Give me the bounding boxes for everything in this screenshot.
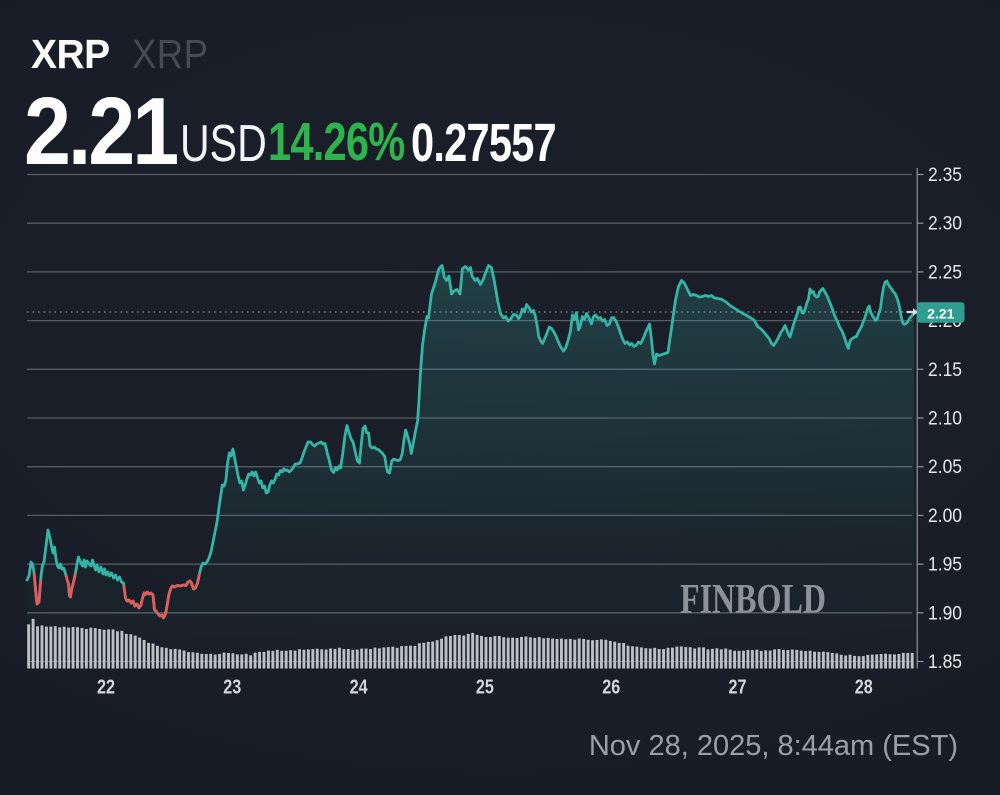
svg-text:1.85: 1.85: [928, 652, 962, 673]
svg-text:25: 25: [476, 677, 494, 699]
svg-text:26: 26: [602, 677, 620, 699]
svg-text:2.05: 2.05: [928, 457, 962, 478]
svg-text:2.35: 2.35: [928, 165, 962, 186]
svg-text:2.25: 2.25: [928, 262, 962, 283]
svg-text:27: 27: [729, 677, 747, 699]
svg-text:1.95: 1.95: [928, 555, 962, 576]
svg-text:2.10: 2.10: [928, 409, 962, 430]
svg-text:23: 23: [223, 677, 241, 699]
svg-text:2.00: 2.00: [928, 506, 962, 527]
svg-text:1.90: 1.90: [928, 603, 962, 624]
svg-text:2.21: 2.21: [927, 305, 954, 321]
svg-text:24: 24: [350, 677, 369, 699]
svg-text:28: 28: [855, 677, 873, 699]
svg-text:2.30: 2.30: [928, 214, 962, 235]
svg-text:22: 22: [97, 677, 115, 699]
svg-text:2.15: 2.15: [928, 360, 962, 381]
